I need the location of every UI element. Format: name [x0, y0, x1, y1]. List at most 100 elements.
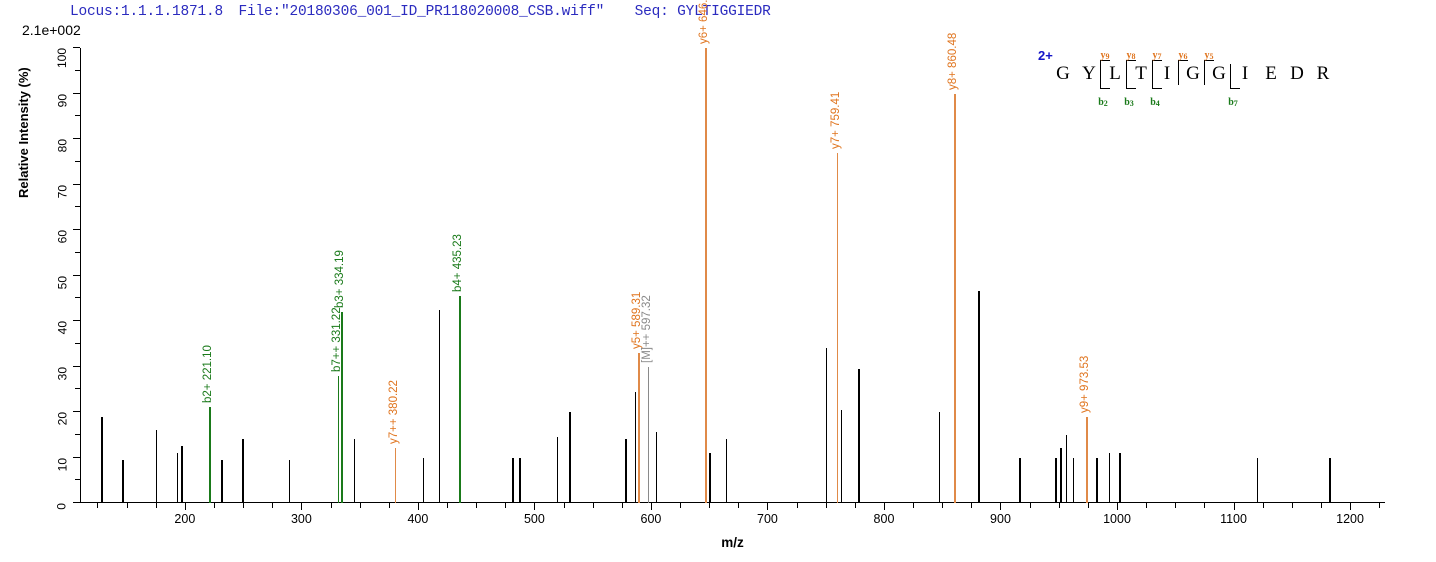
y-tick [75, 433, 80, 435]
y-tick [73, 229, 80, 230]
x-tick [272, 503, 274, 508]
y-ion-label: y8 [1126, 50, 1136, 61]
spectrum-peak [725, 439, 728, 503]
y-tick [75, 479, 80, 481]
locus-label: Locus:1.1.1.1871.8 [70, 4, 224, 20]
y-tick-value: 10 [55, 457, 69, 471]
y-tick [73, 411, 80, 412]
spectrum-peak [241, 439, 244, 503]
x-tick [476, 503, 478, 508]
y-ion-label: y7 [1152, 50, 1162, 61]
spectrum-header: Locus:1.1.1.1871.8 File:"20180306_001_ID… [0, 0, 1436, 22]
spectrum-peak [1019, 457, 1021, 503]
x-tick [1175, 503, 1177, 508]
x-tick-label: 700 [757, 512, 778, 526]
x-tick [913, 503, 915, 508]
spectrum-peak [1065, 434, 1068, 503]
x-tick-label: 1200 [1336, 512, 1364, 526]
x-tick-label: 1000 [1103, 512, 1131, 526]
spectrum-peak [1086, 416, 1088, 503]
peak-label: y8+ 860.48 [947, 32, 960, 90]
sequence-residue: Y [1082, 63, 1096, 84]
spectrum-peak [155, 430, 158, 503]
spectrum-peak [341, 311, 343, 503]
spectrum-plot-area: Relative Intensity (%) m/z 0 10 20 30 40 50 60… [16, 0, 1385, 550]
spectrum-peak [858, 368, 860, 503]
x-axis-title: m/z [721, 535, 744, 550]
sequence-label: Seq: GYLTIGGIEDR [634, 4, 771, 20]
y-ion-cleavage-marker: y6 [1178, 50, 1188, 85]
base-peak-intensity: 2.1e+002 [22, 22, 81, 38]
b-ion-label: b2 [1098, 97, 1108, 108]
sequence-residue: R [1316, 63, 1330, 84]
x-tick-label: 600 [640, 512, 662, 526]
y-tick-value: 0 [55, 503, 69, 510]
b-ion-label: b4 [1150, 97, 1160, 108]
y-tick-value: 70 [55, 184, 69, 198]
x-tick-label: 900 [990, 512, 1011, 526]
y-tick-value: 100 [55, 48, 69, 69]
x-tick-label: 400 [407, 512, 429, 526]
y-ion-label: y6 [1178, 50, 1188, 61]
x-tick-label: 800 [873, 512, 895, 526]
b-ion-cleavage-marker: b4 [1150, 64, 1162, 108]
spectrum-peak [353, 439, 356, 503]
y-tick [73, 92, 80, 94]
spectrum-peak [519, 457, 521, 503]
spectrum-peak [220, 459, 223, 503]
peak-label: [M]++ 597.32 [640, 294, 653, 363]
sequence-residue: E [1265, 63, 1277, 84]
sequence-residue: G [1056, 63, 1070, 84]
x-tick [738, 503, 740, 508]
peak-label: b4+ 435.23 [451, 234, 464, 292]
x-tick [243, 503, 245, 508]
spectrum-peak [836, 152, 839, 503]
peak-label: y7++ 380.22 [387, 380, 400, 445]
y-tick-value: 50 [55, 275, 69, 289]
spectrum-peak [709, 452, 711, 503]
x-tick [359, 503, 361, 508]
spectrum-peak [1329, 457, 1331, 503]
y-tick [73, 47, 80, 48]
spectrum-peak [422, 457, 425, 503]
y-tick [75, 206, 80, 208]
x-tick [534, 503, 536, 510]
x-tick-label: 1100 [1220, 512, 1247, 526]
y-tick-value: 80 [55, 139, 69, 153]
spectrum-peak [209, 407, 212, 503]
x-tick-label: 300 [290, 512, 312, 526]
x-tick [447, 503, 449, 508]
y-tick [75, 160, 80, 162]
x-tick [1058, 503, 1060, 508]
peak-label: b2+ 221.10 [202, 345, 215, 404]
y-tick-value: 40 [55, 321, 69, 335]
x-tick [825, 503, 827, 508]
y-tick [75, 297, 80, 299]
spectrum-peak [100, 416, 103, 503]
y-tick-value: 90 [55, 93, 69, 107]
peak-label: b3+ 334.19 [334, 250, 347, 308]
y-tick [73, 365, 80, 367]
x-tick [796, 503, 798, 508]
spectrum-peak [458, 295, 461, 503]
file-label: File:"20180306_001_ID_PR118020008_CSB.wi… [238, 4, 605, 20]
x-axis-line [80, 502, 1385, 503]
sequence-residue: D [1290, 63, 1304, 84]
x-tick [505, 503, 507, 508]
y-tick [73, 138, 80, 139]
x-tick [767, 503, 769, 510]
spectrum-peak [655, 432, 658, 503]
x-tick [942, 503, 944, 508]
spectrum-peak [1108, 452, 1111, 503]
y-tick [75, 115, 80, 117]
peak-label: y6+ 646.3 [697, 0, 710, 44]
x-tick [854, 503, 856, 508]
spectrum-peak [1059, 448, 1062, 503]
spectrum-peak [1072, 457, 1075, 503]
header-text: Locus:1.1.1.1871.8 File:"20180306_001_ID… [70, 4, 771, 20]
x-tick [1029, 503, 1031, 508]
